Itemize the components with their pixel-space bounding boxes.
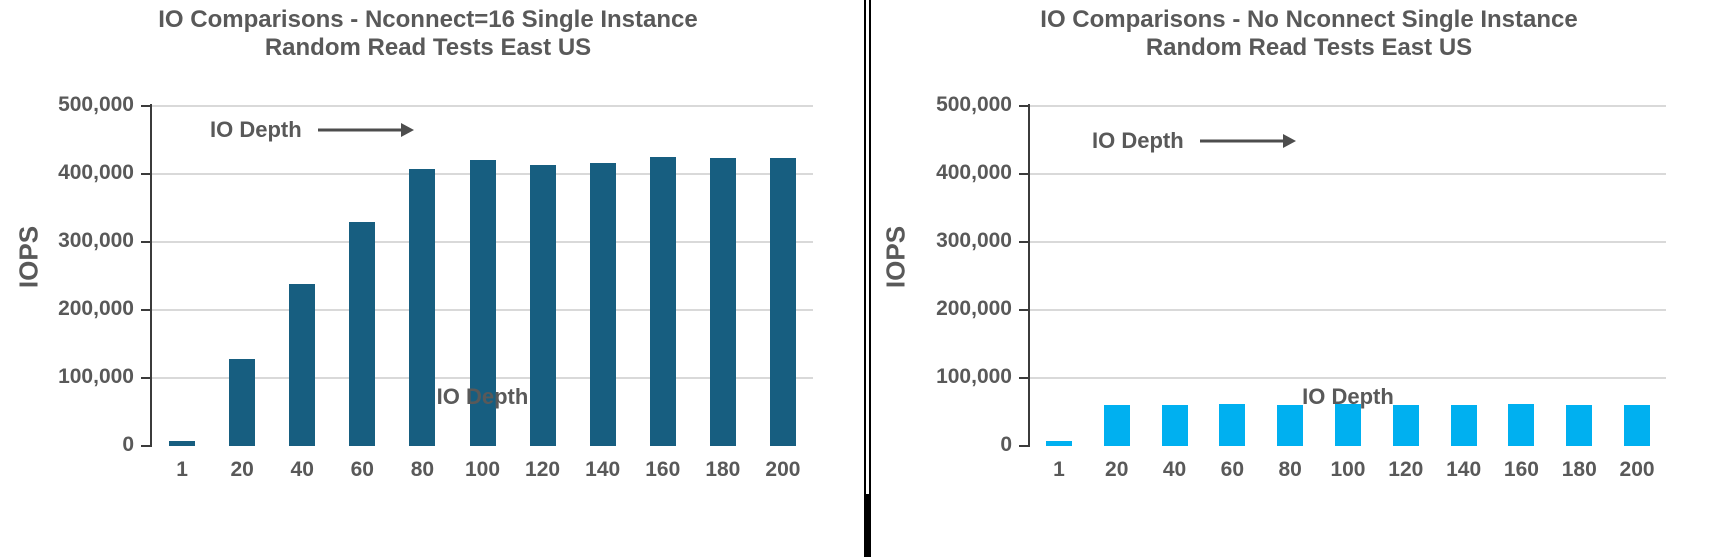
- bar-180: [709, 158, 736, 446]
- x-tick-label: 80: [1278, 458, 1302, 481]
- annotation-label: IO Depth: [210, 117, 302, 142]
- y-tick-label: 200,000: [936, 297, 1012, 320]
- x-tick-label: 140: [1446, 458, 1482, 481]
- y-tick: [141, 377, 150, 379]
- chart-nconnect16: IO Comparisons - Nconnect=16 Single Inst…: [0, 6, 856, 481]
- plot-area: 0 100,000 200,000 300,000 400,000 500,000 1 20 4…: [58, 93, 813, 481]
- x-axis-title: IO Depth: [1302, 384, 1394, 409]
- bar-60: [349, 222, 376, 446]
- right-arrow-icon: [318, 128, 402, 132]
- gridline: [1030, 241, 1666, 243]
- x-tick-label: 180: [1561, 458, 1597, 481]
- y-tick: [1019, 309, 1028, 311]
- x-tick-label: 120: [525, 458, 561, 481]
- right-arrow-head-icon: [401, 123, 414, 137]
- gridline: [1030, 105, 1666, 107]
- bar-180: [1566, 404, 1593, 446]
- y-tick: [1019, 173, 1028, 175]
- y-tick-label: 0: [122, 433, 134, 456]
- plot-area: 0 100,000 200,000 300,000 400,000 500,000 1 20 4…: [936, 93, 1666, 481]
- gridline: [1030, 309, 1666, 311]
- bar-40: [289, 284, 316, 446]
- right-arrow-head-icon: [1283, 134, 1296, 148]
- y-tick-label: 500,000: [58, 93, 134, 116]
- x-tick-label: 160: [645, 458, 681, 481]
- y-tick-label: 300,000: [58, 229, 134, 252]
- x-tick-label: 20: [1105, 458, 1129, 481]
- y-tick: [1019, 241, 1028, 243]
- y-tick-label: 100,000: [58, 365, 134, 388]
- x-tick-label: 100: [464, 458, 501, 481]
- bar-160: [1508, 403, 1535, 446]
- y-tick-label: 400,000: [58, 161, 134, 184]
- y-tick: [141, 241, 150, 243]
- x-tick-label: 40: [1162, 458, 1187, 481]
- bar-100: [1335, 403, 1361, 446]
- annotation-label: IO Depth: [1092, 128, 1184, 153]
- bar-120: [1392, 404, 1419, 446]
- y-tick: [1019, 445, 1028, 447]
- bar-120: [529, 165, 556, 446]
- x-tick-label: 1: [176, 458, 188, 481]
- x-tick-label: 180: [705, 458, 741, 481]
- chart-title: IO Comparisons - Nconnect=16 Single Inst…: [0, 6, 856, 62]
- chart-no-nconnect: IO Comparisons - No Nconnect Single Inst…: [866, 0, 1712, 557]
- x-tick-label: 60: [350, 458, 374, 481]
- bar-1: [169, 440, 196, 446]
- gridline: [1030, 377, 1666, 379]
- bar-200: [769, 157, 796, 446]
- right-arrow-icon: [1200, 139, 1284, 143]
- bar-1: [1045, 440, 1072, 446]
- bar-140: [589, 163, 616, 446]
- x-axis-title: IO Depth: [436, 384, 529, 409]
- x-tick-label: 140: [585, 458, 621, 481]
- y-axis-line: [150, 104, 152, 447]
- y-tick: [1019, 377, 1028, 379]
- y-tick: [141, 105, 150, 107]
- bar-20: [229, 358, 256, 446]
- y-tick-label: 100,000: [936, 365, 1012, 388]
- x-tick-label: 1: [1053, 458, 1065, 481]
- chart-title-line2: Random Read Tests East US: [264, 34, 592, 61]
- bar-80: [1277, 404, 1304, 446]
- y-tick-label: 200,000: [58, 297, 134, 320]
- y-tick-label: 300,000: [936, 229, 1012, 252]
- bar-60: [1219, 403, 1246, 446]
- x-tick-label: 200: [1619, 458, 1655, 481]
- chart-title-line1: IO Comparisons - Nconnect=16 Single Inst…: [158, 6, 698, 33]
- x-tick-label: 40: [290, 458, 314, 481]
- bar-200: [1624, 404, 1651, 446]
- gridline: [152, 105, 813, 107]
- chart-title: IO Comparisons - No Nconnect Single Inst…: [866, 6, 1712, 62]
- chart-title-line2: Random Read Tests East US: [1145, 34, 1473, 61]
- x-tick-label: 160: [1503, 458, 1539, 481]
- y-axis-line: [1028, 104, 1030, 447]
- gridline: [1030, 173, 1666, 175]
- bar-160: [649, 157, 676, 446]
- vertical-divider: [864, 0, 871, 557]
- x-tick-label: 80: [410, 458, 435, 481]
- bar-20: [1103, 404, 1130, 446]
- x-tick-label: 100: [1330, 458, 1366, 481]
- vertical-divider-bottom: [864, 494, 871, 557]
- y-tick-label: 0: [1000, 433, 1012, 456]
- chart-title-line1: IO Comparisons - No Nconnect Single Inst…: [1040, 6, 1578, 33]
- bar-140: [1450, 404, 1477, 446]
- x-tick-label: 60: [1220, 458, 1245, 481]
- y-tick: [1019, 105, 1028, 107]
- bar-40: [1161, 404, 1188, 446]
- y-tick: [141, 309, 150, 311]
- bar-80: [409, 168, 436, 446]
- x-tick-label: 200: [765, 458, 801, 481]
- x-tick-label: 20: [230, 458, 254, 481]
- y-tick-label: 400,000: [936, 161, 1012, 184]
- y-tick: [141, 173, 150, 175]
- y-tick: [141, 445, 150, 447]
- y-tick-label: 500,000: [936, 93, 1012, 116]
- bar-100: [469, 159, 496, 446]
- x-tick-label: 120: [1388, 458, 1424, 481]
